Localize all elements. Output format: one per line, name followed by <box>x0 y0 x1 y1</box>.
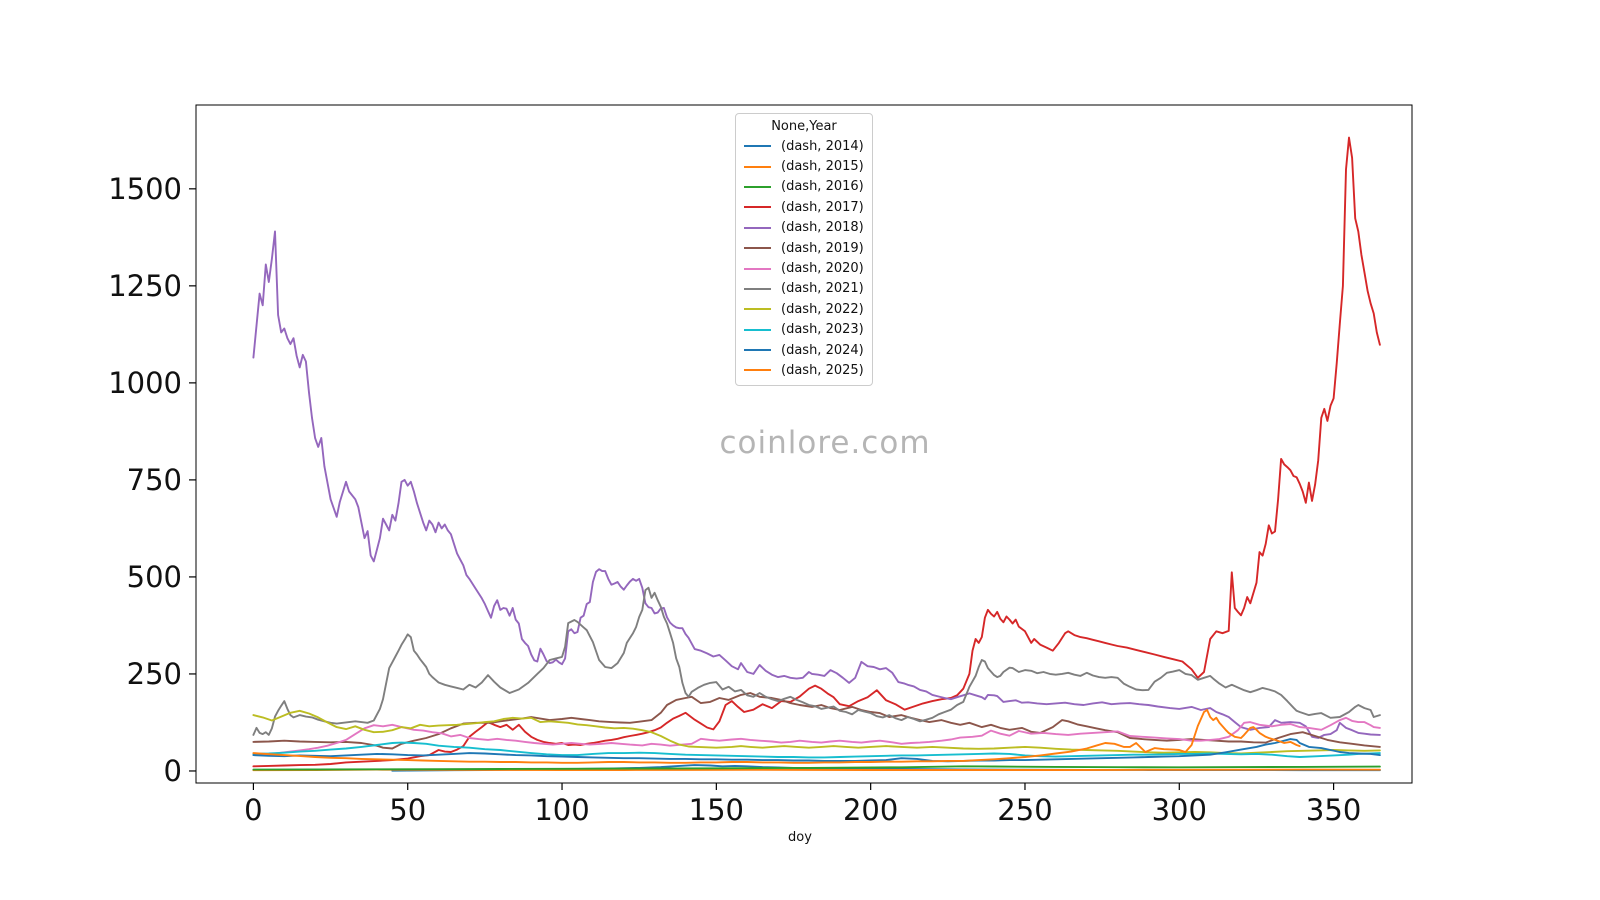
legend-item-dash-2018: (dash, 2018) <box>736 218 872 238</box>
legend-item-dash-2024: (dash, 2024) <box>736 340 872 360</box>
plot-frame <box>195 104 1413 784</box>
y-tick-label: 1000 <box>108 366 182 400</box>
legend-item-label: (dash, 2024) <box>781 342 864 358</box>
y-tick-label: 250 <box>127 657 182 691</box>
y-tick-label: 1250 <box>108 269 182 303</box>
x-tick-label: 0 <box>244 793 262 827</box>
x-axis-label: doy <box>788 830 812 845</box>
legend-swatch-dash-2024 <box>744 349 771 352</box>
series-line-dash-2016 <box>252 765 1381 771</box>
legend-item-dash-2015: (dash, 2015) <box>736 156 872 176</box>
legend: None,Year (dash, 2014) (dash, 2015) (dash,… <box>735 113 873 386</box>
legend-item-label: (dash, 2017) <box>781 199 864 215</box>
legend-item-label: (dash, 2014) <box>781 138 864 154</box>
legend-item-label: (dash, 2019) <box>781 240 864 256</box>
legend-item-dash-2020: (dash, 2020) <box>736 258 872 278</box>
legend-title: None,Year <box>771 119 837 134</box>
legend-item-label: (dash, 2022) <box>781 301 864 317</box>
series-line-dash-2020 <box>252 716 1381 757</box>
legend-item-dash-2014: (dash, 2014) <box>736 136 872 156</box>
legend-item-label: (dash, 2016) <box>781 179 864 195</box>
legend-item-dash-2025: (dash, 2025) <box>736 360 872 380</box>
watermark: coinlore.com <box>719 425 931 461</box>
legend-swatch-dash-2018 <box>744 226 771 229</box>
x-tick-label: 350 <box>1306 793 1361 827</box>
legend-swatch-dash-2021 <box>744 287 771 290</box>
legend-item-label: (dash, 2023) <box>781 322 864 338</box>
legend-item-dash-2019: (dash, 2019) <box>736 238 872 258</box>
legend-item-label: (dash, 2021) <box>781 281 864 297</box>
legend-swatch-dash-2020 <box>744 267 771 270</box>
legend-item-dash-2021: (dash, 2021) <box>736 279 872 299</box>
x-tick-label: 300 <box>1152 793 1207 827</box>
y-tick-label: 0 <box>164 754 182 788</box>
legend-swatch-dash-2025 <box>744 369 771 372</box>
x-tick-label: 150 <box>689 793 744 827</box>
series-line-dash-2021 <box>252 586 1381 736</box>
legend-item-dash-2016: (dash, 2016) <box>736 177 872 197</box>
legend-items: (dash, 2014) (dash, 2015) (dash, 2016) (das… <box>736 136 872 381</box>
legend-swatch-dash-2019 <box>744 247 771 250</box>
x-tick-label: 200 <box>843 793 898 827</box>
y-tick-label: 750 <box>127 463 182 497</box>
series-line-dash-2025 <box>252 709 1301 764</box>
series-line-dash-2023 <box>252 741 1381 759</box>
y-tick-label: 500 <box>127 560 182 594</box>
legend-swatch-dash-2017 <box>744 206 771 209</box>
series-line-dash-2018 <box>252 230 1381 739</box>
series-line-dash-2024 <box>252 738 1381 763</box>
series-line-dash-2017 <box>252 136 1381 768</box>
legend-item-dash-2017: (dash, 2017) <box>736 197 872 217</box>
legend-swatch-dash-2022 <box>744 308 771 311</box>
x-tick-label: 50 <box>389 793 426 827</box>
legend-item-label: (dash, 2015) <box>781 159 864 175</box>
legend-swatch-dash-2016 <box>744 185 771 188</box>
legend-item-label: (dash, 2025) <box>781 362 864 378</box>
legend-item-dash-2022: (dash, 2022) <box>736 299 872 319</box>
series-line-dash-2022 <box>252 709 1381 755</box>
x-tick-label: 100 <box>534 793 589 827</box>
legend-swatch-dash-2014 <box>744 145 771 148</box>
legend-item-dash-2023: (dash, 2023) <box>736 320 872 340</box>
legend-item-label: (dash, 2020) <box>781 261 864 277</box>
legend-swatch-dash-2023 <box>744 328 771 331</box>
legend-item-label: (dash, 2018) <box>781 220 864 236</box>
x-tick-label: 250 <box>997 793 1052 827</box>
legend-swatch-dash-2015 <box>744 165 771 168</box>
y-tick-label: 1500 <box>108 172 182 206</box>
